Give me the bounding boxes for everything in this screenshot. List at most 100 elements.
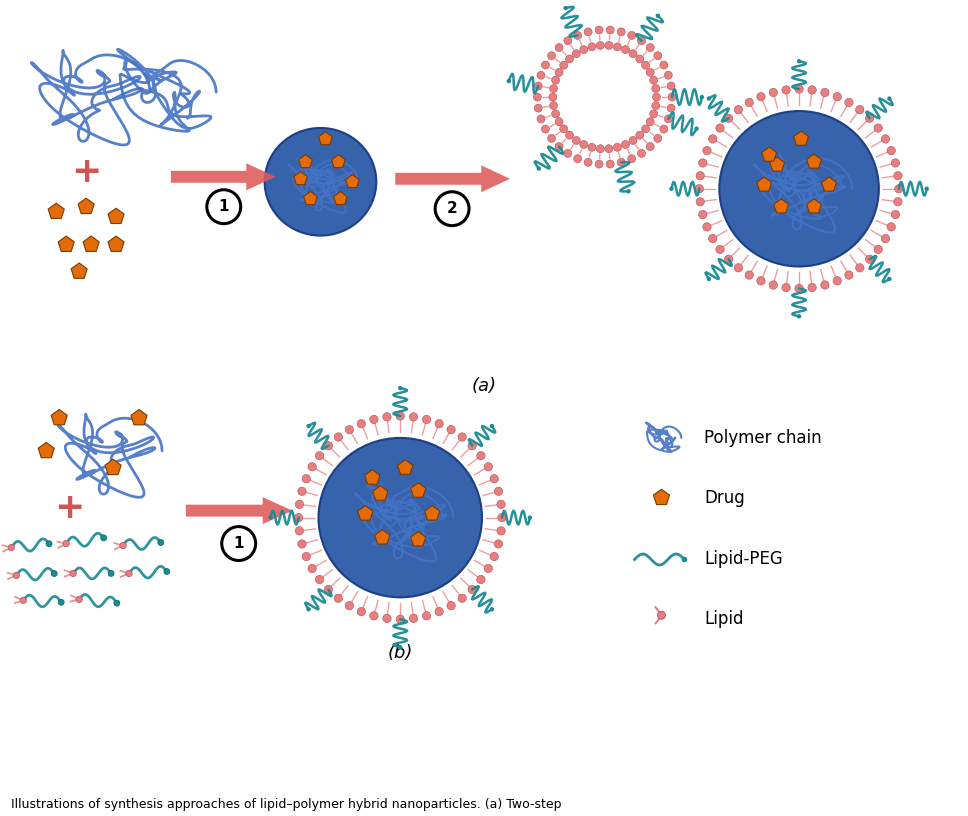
Polygon shape <box>38 442 54 458</box>
Circle shape <box>409 413 418 421</box>
Circle shape <box>795 85 803 93</box>
Circle shape <box>724 114 733 122</box>
Circle shape <box>651 102 660 109</box>
Circle shape <box>638 149 646 157</box>
Circle shape <box>396 615 405 623</box>
Circle shape <box>845 271 853 279</box>
Circle shape <box>655 14 660 18</box>
Circle shape <box>667 82 675 90</box>
Circle shape <box>865 255 874 264</box>
Circle shape <box>574 32 582 39</box>
Circle shape <box>653 135 662 142</box>
Polygon shape <box>299 155 313 167</box>
Circle shape <box>606 160 615 168</box>
Circle shape <box>653 51 662 60</box>
Circle shape <box>893 197 902 206</box>
Circle shape <box>652 93 660 101</box>
Circle shape <box>795 284 803 293</box>
Polygon shape <box>806 154 822 168</box>
Circle shape <box>506 79 511 83</box>
Circle shape <box>893 171 902 180</box>
Circle shape <box>606 26 615 34</box>
Circle shape <box>536 166 541 171</box>
Circle shape <box>357 607 366 616</box>
Circle shape <box>703 146 711 155</box>
Circle shape <box>595 26 603 34</box>
Circle shape <box>715 246 724 254</box>
Circle shape <box>447 425 455 434</box>
Circle shape <box>874 124 883 132</box>
Circle shape <box>370 415 378 424</box>
Circle shape <box>770 281 777 289</box>
Text: Lipid-PEG: Lipid-PEG <box>705 551 783 569</box>
Circle shape <box>497 526 505 535</box>
Polygon shape <box>346 175 359 188</box>
Circle shape <box>422 612 431 620</box>
Polygon shape <box>108 236 124 251</box>
Circle shape <box>63 540 70 547</box>
Circle shape <box>580 46 588 54</box>
Circle shape <box>664 115 673 123</box>
Circle shape <box>302 552 311 561</box>
Circle shape <box>647 43 654 51</box>
Circle shape <box>498 513 506 521</box>
Circle shape <box>588 42 596 51</box>
Circle shape <box>596 42 604 50</box>
Circle shape <box>845 98 853 107</box>
Circle shape <box>856 264 864 272</box>
Circle shape <box>552 110 560 118</box>
Circle shape <box>334 432 343 441</box>
Circle shape <box>76 596 82 602</box>
Circle shape <box>555 69 563 77</box>
Circle shape <box>892 211 899 219</box>
Circle shape <box>409 614 418 623</box>
Circle shape <box>621 46 629 54</box>
Circle shape <box>324 585 333 594</box>
Circle shape <box>422 415 431 424</box>
Circle shape <box>46 541 52 547</box>
Circle shape <box>398 386 403 390</box>
Circle shape <box>108 570 114 576</box>
Polygon shape <box>131 410 147 425</box>
Circle shape <box>8 544 15 551</box>
Polygon shape <box>48 203 64 219</box>
Circle shape <box>660 61 668 69</box>
Circle shape <box>629 136 637 144</box>
Text: Lipid: Lipid <box>705 610 743 628</box>
Circle shape <box>627 155 636 162</box>
Ellipse shape <box>264 128 377 236</box>
FancyArrow shape <box>395 166 510 193</box>
Circle shape <box>120 543 126 548</box>
Circle shape <box>681 557 687 562</box>
Circle shape <box>797 59 802 64</box>
Circle shape <box>302 475 311 483</box>
Circle shape <box>548 135 556 142</box>
Circle shape <box>709 135 717 143</box>
Circle shape <box>114 600 120 606</box>
Circle shape <box>887 96 892 100</box>
Circle shape <box>555 143 563 150</box>
Circle shape <box>621 140 629 149</box>
Circle shape <box>642 125 650 133</box>
Circle shape <box>808 86 816 94</box>
Circle shape <box>605 42 613 50</box>
Circle shape <box>574 155 582 162</box>
Circle shape <box>298 539 306 548</box>
Polygon shape <box>822 177 836 191</box>
Circle shape <box>484 565 493 573</box>
Circle shape <box>549 93 557 101</box>
Circle shape <box>541 125 550 133</box>
Circle shape <box>707 96 711 100</box>
Circle shape <box>669 187 674 191</box>
Circle shape <box>887 146 895 155</box>
Polygon shape <box>410 531 426 546</box>
Circle shape <box>636 55 644 63</box>
Circle shape <box>295 500 304 508</box>
FancyArrow shape <box>186 497 292 524</box>
Circle shape <box>14 572 19 579</box>
Circle shape <box>565 55 573 63</box>
Circle shape <box>382 413 391 421</box>
Text: Illustrations of synthesis approaches of lipid–polymer hybrid nanoparticles. (a): Illustrations of synthesis approaches of… <box>11 797 561 810</box>
Circle shape <box>316 451 323 460</box>
Circle shape <box>207 190 241 224</box>
